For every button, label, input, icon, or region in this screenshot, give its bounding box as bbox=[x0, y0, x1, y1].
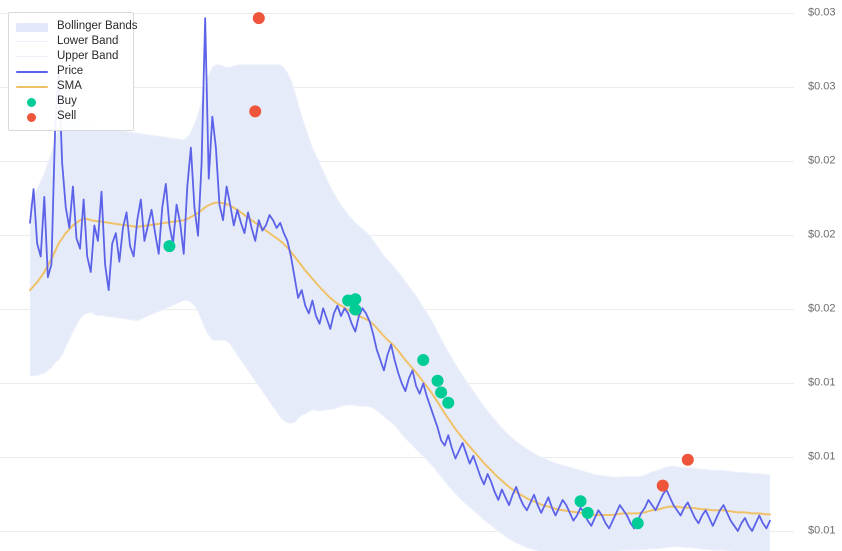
legend-item-buy[interactable]: Buy bbox=[15, 94, 123, 109]
legend-item-label: Price bbox=[57, 64, 84, 77]
y-tick-label-4: $0.02 bbox=[808, 302, 836, 315]
legend-swatch-circle-icon bbox=[15, 95, 49, 109]
y-tick-label-6: $0.01 bbox=[808, 450, 836, 463]
sell-marker-3[interactable] bbox=[681, 453, 694, 466]
buy-marker-0[interactable] bbox=[163, 240, 176, 253]
lower-band-line bbox=[30, 299, 733, 551]
legend-swatch-line-icon bbox=[15, 65, 49, 79]
legend-item-price[interactable]: Price bbox=[15, 64, 123, 79]
buy-marker-9[interactable] bbox=[581, 506, 594, 519]
buy-markers[interactable] bbox=[163, 240, 644, 530]
plot-svg bbox=[0, 12, 794, 551]
y-tick-label-2: $0.02 bbox=[808, 154, 836, 167]
legend-item-label: Lower Band bbox=[57, 34, 119, 47]
legend-item-sma[interactable]: SMA bbox=[15, 79, 123, 94]
y-axis: $0.03 $0.03 $0.02 $0.02 $0.02 $0.01 $0.01 $0.01 bbox=[794, 0, 842, 551]
legend-item-label: Buy bbox=[57, 94, 77, 107]
buy-marker-3[interactable] bbox=[349, 303, 362, 316]
buy-marker-8[interactable] bbox=[574, 495, 587, 508]
plot-area[interactable] bbox=[0, 0, 794, 551]
price-line bbox=[29, 17, 771, 532]
legend-item-label: SMA bbox=[57, 79, 82, 92]
buy-marker-10[interactable] bbox=[631, 517, 644, 530]
sell-marker-2[interactable] bbox=[656, 479, 669, 492]
sell-marker-1[interactable] bbox=[249, 105, 262, 118]
legend-swatch-thin-line-icon bbox=[15, 50, 49, 64]
upper-band-line bbox=[29, 64, 770, 478]
legend-swatch-line-icon bbox=[15, 80, 49, 94]
legend-item-sell[interactable]: Sell bbox=[15, 109, 123, 124]
sell-markers[interactable] bbox=[249, 12, 694, 492]
buy-marker-5[interactable] bbox=[431, 374, 444, 387]
legend-item-upper-band[interactable]: Upper Band bbox=[15, 49, 123, 64]
y-tick-label-0: $0.03 bbox=[808, 6, 836, 19]
legend-item-label: Upper Band bbox=[57, 49, 119, 62]
legend-item-lower-band[interactable]: Lower Band bbox=[15, 34, 123, 49]
buy-marker-7[interactable] bbox=[442, 396, 455, 409]
legend-swatch-area-swatch-icon bbox=[15, 20, 49, 34]
buy-marker-6[interactable] bbox=[435, 386, 448, 399]
y-tick-label-7: $0.01 bbox=[808, 524, 836, 537]
y-tick-label-1: $0.03 bbox=[808, 80, 836, 93]
bollinger-band-fill bbox=[30, 64, 770, 551]
buy-marker-4[interactable] bbox=[417, 354, 430, 367]
buy-marker-2[interactable] bbox=[349, 293, 362, 306]
y-tick-label-3: $0.02 bbox=[808, 228, 836, 241]
sell-marker-0[interactable] bbox=[252, 12, 265, 25]
legend-item-label: Bollinger Bands bbox=[57, 19, 138, 32]
chart-legend[interactable]: Bollinger Bands Lower Band Upper Band Price… bbox=[8, 12, 138, 131]
legend-item-bollinger-bands[interactable]: Bollinger Bands bbox=[15, 19, 138, 34]
legend-swatch-circle-icon bbox=[15, 110, 49, 124]
y-tick-label-5: $0.01 bbox=[808, 376, 836, 389]
legend-swatch-thin-line-icon bbox=[15, 35, 49, 49]
legend-item-label: Sell bbox=[57, 109, 77, 122]
